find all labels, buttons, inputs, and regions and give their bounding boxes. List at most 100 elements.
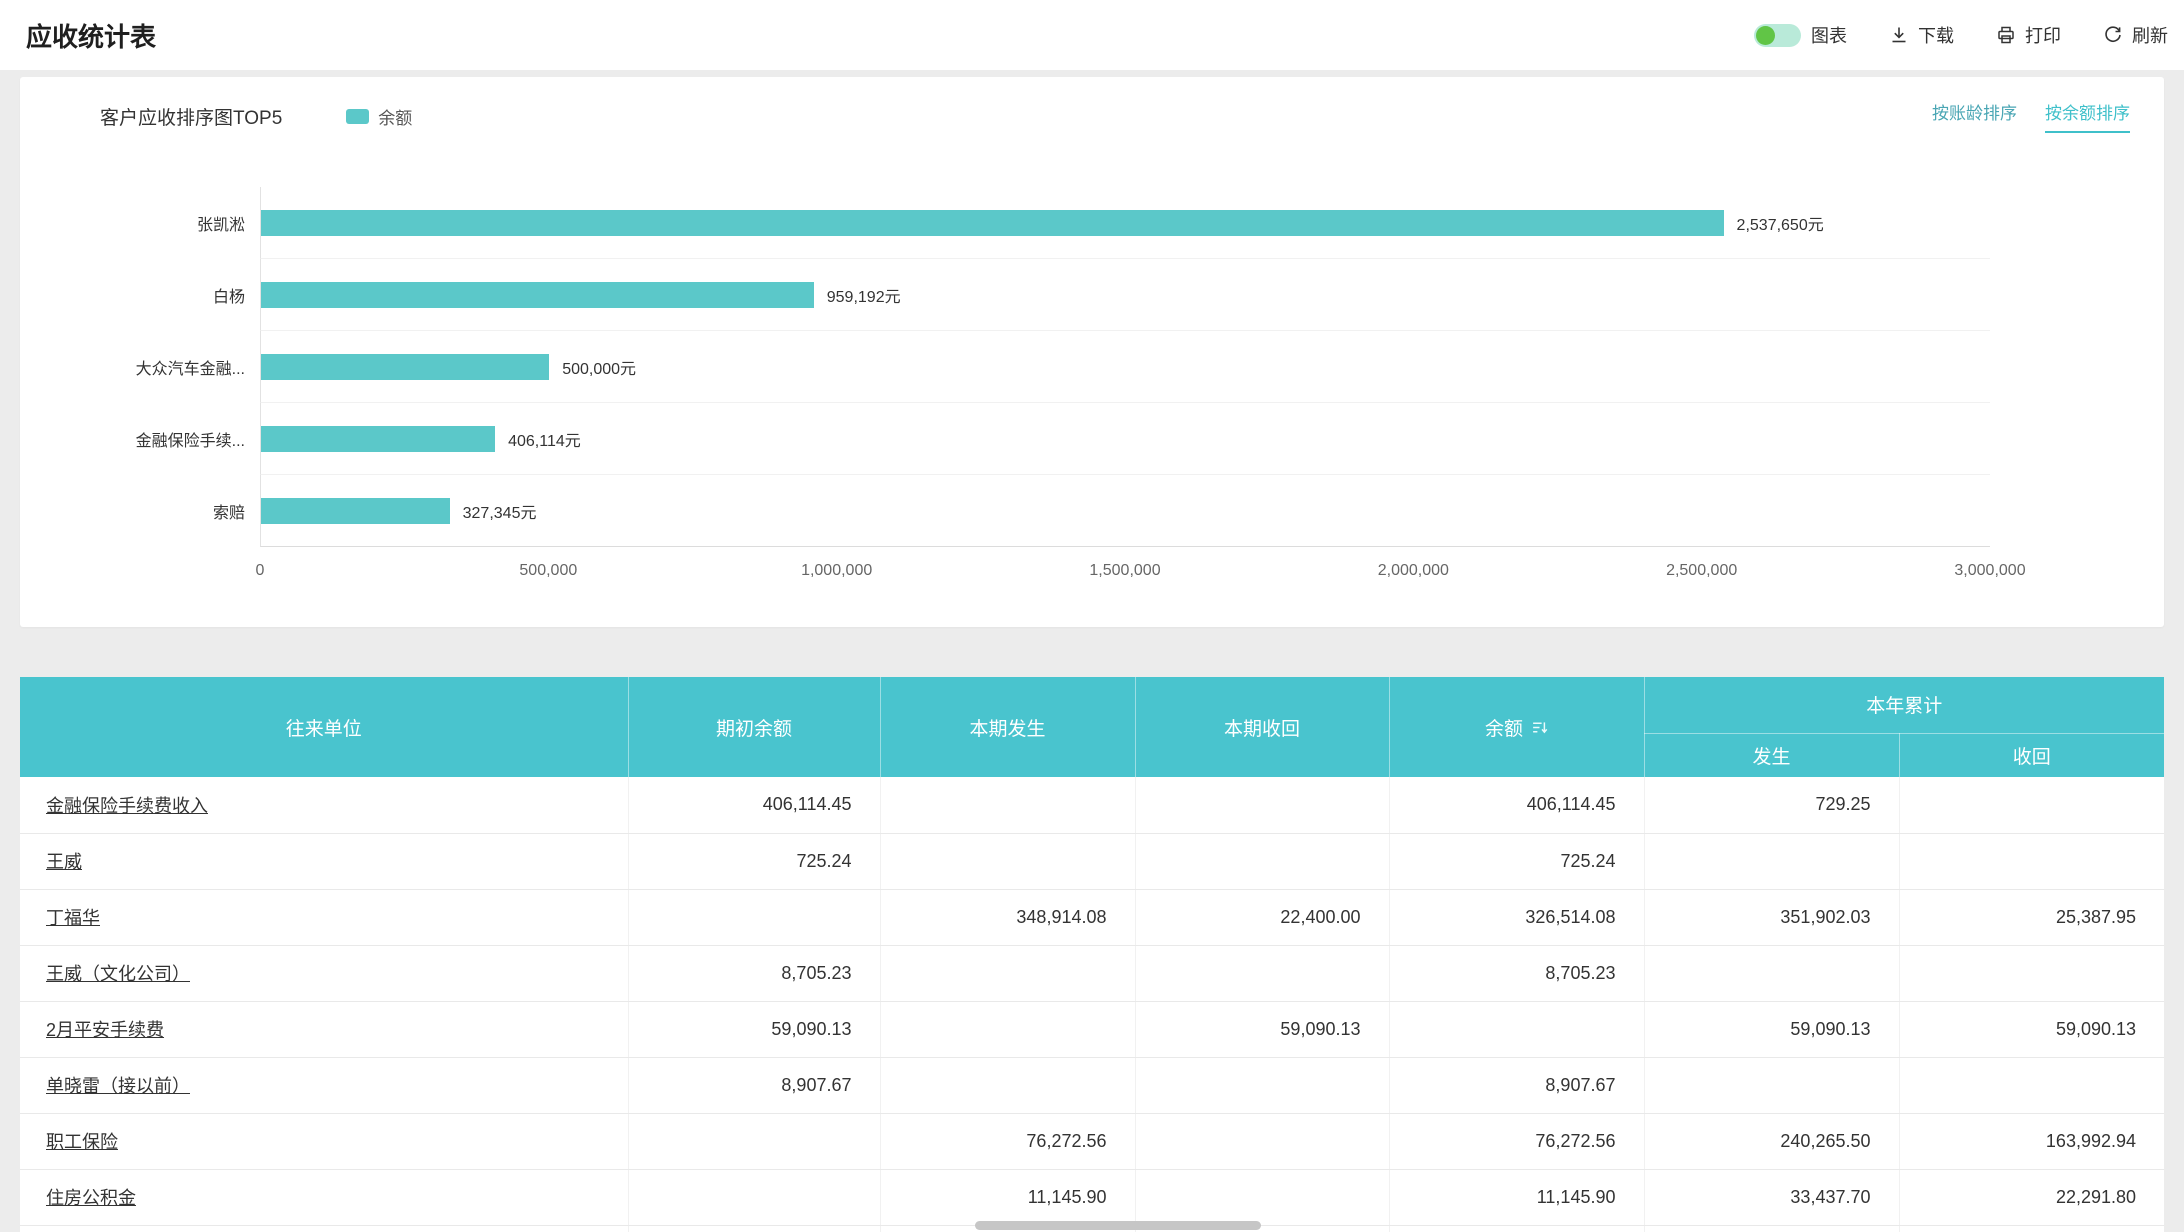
cell-recovered: 22,400.00 bbox=[1135, 889, 1390, 946]
sort-by-aging-tab[interactable]: 按账龄排序 bbox=[1932, 104, 2017, 123]
download-label: 下载 bbox=[1918, 26, 1954, 46]
cell-opening: 8,907.67 bbox=[628, 1057, 881, 1114]
cell-recovered bbox=[1135, 833, 1390, 890]
cell-ytd_recovered bbox=[1899, 945, 2165, 1002]
company-cell: 单晓雷（接以前） bbox=[20, 1057, 629, 1114]
bar-track: 2,537,650元 bbox=[260, 187, 1990, 259]
cell-ytd_incurred bbox=[1644, 1057, 1900, 1114]
bar-value-label: 2,537,650元 bbox=[1736, 216, 1824, 234]
header-current-incurred[interactable]: 本期发生 bbox=[880, 677, 1136, 777]
cell-incurred bbox=[880, 945, 1136, 1002]
company-cell: 职工保险 bbox=[20, 1113, 629, 1170]
toggle-knob bbox=[1756, 25, 1775, 45]
table-row: 住房公积金 11,145.90 11,145.90 33,437.70 22,291.8… bbox=[20, 1169, 2165, 1226]
table-row: 2月平安手续费 59,090.13 59,090.13 59,090.13 59,090… bbox=[20, 1001, 2165, 1058]
cell-incurred: 11,145.90 bbox=[880, 1169, 1136, 1226]
bar-track: 327,345元 bbox=[260, 475, 1990, 547]
cell-balance: 326,514.08 bbox=[1389, 889, 1645, 946]
cell-ytd_incurred: 351,902.03 bbox=[1644, 889, 1900, 946]
bar-value-label: 327,345元 bbox=[462, 504, 537, 522]
print-label: 打印 bbox=[2025, 26, 2061, 46]
table-row: 王威（文化公司） 8,705.23 8,705.23 bbox=[20, 945, 2165, 1002]
print-button[interactable]: 打印 bbox=[1996, 22, 2061, 48]
cell-balance: 11,145.90 bbox=[1389, 1169, 1645, 1226]
cell-opening: 59,090.13 bbox=[628, 1001, 881, 1058]
cell-incurred: 348,914.08 bbox=[880, 889, 1136, 946]
cell-opening: 8,705.23 bbox=[628, 945, 881, 1002]
chart-legend[interactable]: 余额 bbox=[346, 104, 412, 129]
page-header: 应收统计表 图表 下载 打印 刷新 bbox=[0, 0, 2184, 70]
company-cell: 2月平安手续费 bbox=[20, 1001, 629, 1058]
cell-recovered bbox=[1135, 1113, 1390, 1170]
x-axis-tick: 2,500,000 bbox=[1666, 562, 1738, 579]
bar-category-label: 大众汽车金融... bbox=[135, 361, 245, 378]
sort-descending-icon[interactable] bbox=[1531, 719, 1548, 736]
page-title: 应收统计表 bbox=[26, 21, 157, 52]
table-row: 丁福华 348,914.08 22,400.00 326,514.08 351,902.… bbox=[20, 889, 2165, 946]
cell-ytd_incurred: 59,090.13 bbox=[1644, 1001, 1900, 1058]
bar-category-label: 金融保险手续... bbox=[135, 433, 245, 450]
cell-balance: 76,272.56 bbox=[1389, 1113, 1645, 1170]
x-axis-tick: 1,000,000 bbox=[801, 562, 873, 579]
header-balance[interactable]: 余额 bbox=[1389, 677, 1645, 777]
company-link[interactable]: 单晓雷（接以前） bbox=[46, 1076, 190, 1096]
cell-ytd_recovered: 22,291.80 bbox=[1899, 1169, 2165, 1226]
balance-bar[interactable] bbox=[261, 353, 550, 380]
cell-opening: 406,114.45 bbox=[628, 777, 881, 834]
chart-view-toggle-label: 图表 bbox=[1811, 26, 1847, 46]
chart-view-toggle[interactable] bbox=[1754, 23, 1801, 47]
cell-opening bbox=[628, 889, 881, 946]
header-current-recovered[interactable]: 本期收回 bbox=[1135, 677, 1390, 777]
chart-sort-tabs: 按账龄排序 按余额排序 bbox=[1932, 99, 2130, 133]
company-cell: 住房公积金 bbox=[20, 1169, 629, 1226]
bar-row: 金融保险手续... 406,114元 bbox=[20, 403, 2164, 475]
receivables-table: 往来单位 期初余额 本期发生 本期收回 余额 本年累计 发生 收回 bbox=[20, 677, 2165, 1232]
table-body: 金融保险手续费收入 406,114.45 406,114.45 729.25 王威 725… bbox=[20, 777, 2165, 1232]
bar-category-label: 白杨 bbox=[212, 289, 245, 306]
bar-track: 406,114元 bbox=[260, 403, 1990, 475]
cell-incurred bbox=[880, 833, 1136, 890]
chart-view-toggle-group: 图表 bbox=[1754, 22, 1847, 48]
cell-recovered bbox=[1135, 945, 1390, 1002]
cell-ytd_incurred bbox=[1644, 833, 1900, 890]
company-link[interactable]: 职工保险 bbox=[46, 1132, 118, 1152]
download-icon bbox=[1892, 27, 1906, 43]
refresh-button[interactable]: 刷新 bbox=[2103, 22, 2168, 48]
balance-bar[interactable] bbox=[261, 425, 496, 452]
refresh-label: 刷新 bbox=[2132, 26, 2168, 46]
x-axis-tick: 0 bbox=[255, 562, 265, 579]
header-company[interactable]: 往来单位 bbox=[20, 677, 629, 777]
header-opening-balance[interactable]: 期初余额 bbox=[628, 677, 881, 777]
cell-incurred bbox=[880, 1057, 1136, 1114]
bar-category-label: 张凯淞 bbox=[196, 217, 245, 234]
header-ytd-recovered[interactable]: 收回 bbox=[1899, 733, 2165, 777]
cell-opening bbox=[628, 1169, 881, 1226]
balance-bar[interactable] bbox=[261, 281, 814, 308]
cell-ytd_recovered: 59,090.13 bbox=[1899, 1001, 2165, 1058]
legend-swatch-icon bbox=[346, 108, 370, 124]
refresh-icon bbox=[2105, 26, 2121, 43]
cell-ytd_recovered: 25,387.95 bbox=[1899, 889, 2165, 946]
cell-ytd_recovered bbox=[1899, 777, 2165, 834]
bar-row: 索赔 327,345元 bbox=[20, 475, 2164, 547]
cell-balance: 406,114.45 bbox=[1389, 777, 1645, 834]
header-ytd-incurred[interactable]: 发生 bbox=[1644, 733, 1900, 777]
sort-by-balance-tab[interactable]: 按余额排序 bbox=[2045, 99, 2130, 133]
cell-recovered bbox=[1135, 777, 1390, 834]
bar-value-label: 500,000元 bbox=[562, 360, 637, 378]
balance-bar[interactable] bbox=[261, 209, 1724, 236]
company-link[interactable]: 丁福华 bbox=[46, 908, 100, 928]
company-link[interactable]: 2月平安手续费 bbox=[46, 1020, 165, 1040]
bar-chart: 张凯淞 2,537,650元 白杨 959,192元 大众汽车金融... 500,000元… bbox=[20, 187, 2164, 547]
horizontal-scrollbar-thumb[interactable] bbox=[975, 1221, 1261, 1230]
chart-panel: 客户应收排序图TOP5 余额 按账龄排序 按余额排序 张凯淞 2,537,650元… bbox=[20, 77, 2164, 627]
cell-opening bbox=[628, 1113, 881, 1170]
cell-balance: 725.24 bbox=[1389, 833, 1645, 890]
company-link[interactable]: 金融保险手续费收入 bbox=[46, 795, 208, 816]
balance-bar[interactable] bbox=[261, 497, 450, 524]
company-link[interactable]: 王威（文化公司） bbox=[46, 964, 190, 984]
download-button[interactable]: 下载 bbox=[1889, 22, 1954, 48]
cell-incurred bbox=[880, 777, 1136, 834]
company-link[interactable]: 住房公积金 bbox=[46, 1188, 136, 1208]
company-link[interactable]: 王威 bbox=[46, 852, 82, 872]
